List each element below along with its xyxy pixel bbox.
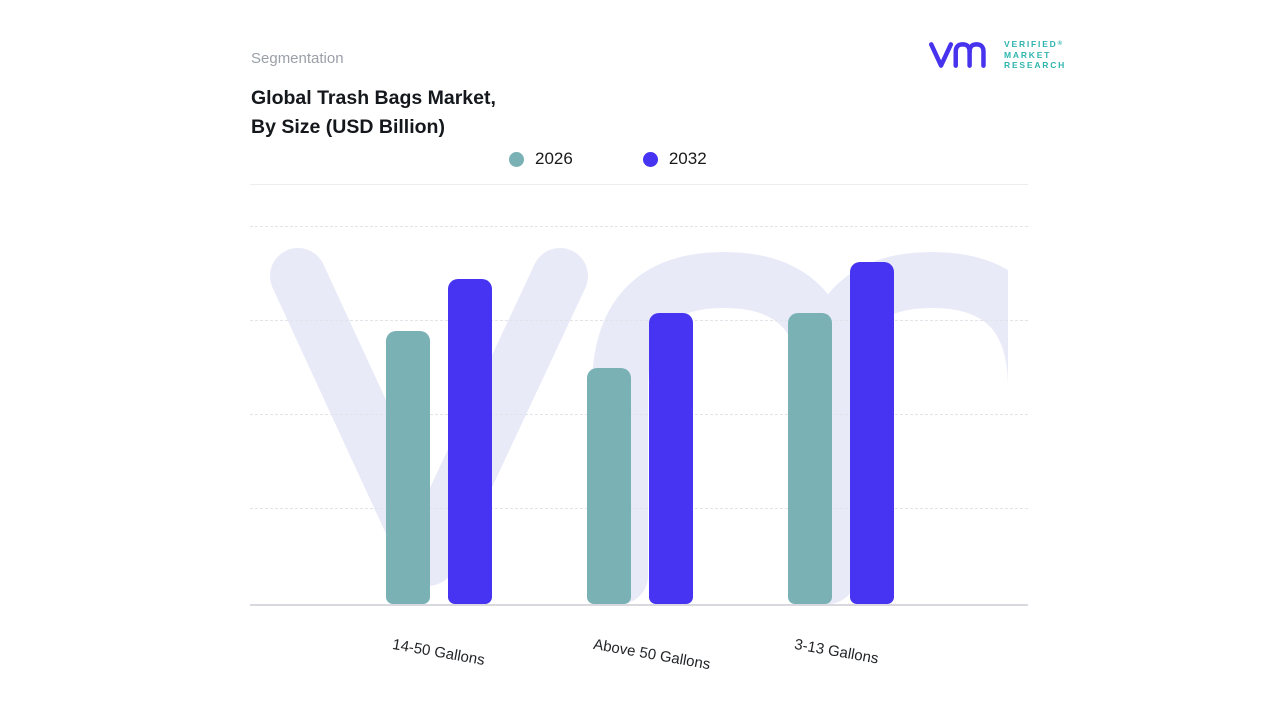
bar-2032-14-50-gallons [448, 279, 492, 604]
bar-group [587, 313, 693, 604]
legend-dot-2032-icon [642, 151, 658, 167]
registered-mark: ® [1057, 41, 1064, 47]
vmr-logo-mark-icon [929, 42, 986, 69]
page-title-line-2: By Size (USD Billion) [251, 116, 445, 138]
vmr-logo-text: VERIFIED® MARKET RESEARCH [1004, 39, 1067, 71]
grid-line [250, 320, 1028, 321]
legend-item-2032: 2032 [642, 149, 707, 169]
bar-2026-3-13-gallons [788, 313, 832, 604]
legend-dot-2026-icon [509, 151, 524, 167]
plot-area [250, 226, 1028, 606]
legend-label-2026: 2026 [535, 149, 573, 168]
brand-line-market: MARKET [1004, 49, 1052, 60]
brand-line-verified: VERIFIED® [1004, 39, 1064, 49]
legend-label-2032: 2032 [668, 149, 707, 168]
page-title-line-1: Global Trash Bags Market, [251, 87, 496, 109]
vmr-logo: VERIFIED® MARKET RESEARCH [928, 39, 1067, 71]
grid-line [250, 414, 1028, 415]
bar-2032-above-50-gallons [649, 313, 693, 604]
grid-line [250, 508, 1028, 509]
segmentation-label: Segmentation [251, 50, 344, 67]
bar-2026-14-50-gallons [386, 331, 430, 604]
bar-2032-3-13-gallons [850, 262, 894, 604]
x-axis-label: 3-13 Gallons [793, 636, 880, 668]
bar-chart: 14-50 Gallons Above 50 Gallons 3-13 Gallon… [250, 226, 1028, 686]
x-axis-label: Above 50 Gallons [592, 636, 712, 674]
brand-line-research: RESEARCH [1004, 60, 1067, 70]
header-divider [250, 184, 1028, 185]
legend-item-2026: 2026 [509, 149, 573, 169]
chart-legend: 2026 2032 [509, 149, 707, 169]
bar-2026-above-50-gallons [587, 368, 631, 604]
page-title: Global Trash Bags Market, By Size (USD B… [251, 84, 496, 142]
bar-group [788, 262, 894, 604]
x-axis-label: 14-50 Gallons [391, 636, 486, 669]
bar-group [386, 279, 492, 604]
x-axis-labels: 14-50 Gallons Above 50 Gallons 3-13 Gallon… [250, 606, 1028, 686]
grid-line [250, 226, 1028, 227]
